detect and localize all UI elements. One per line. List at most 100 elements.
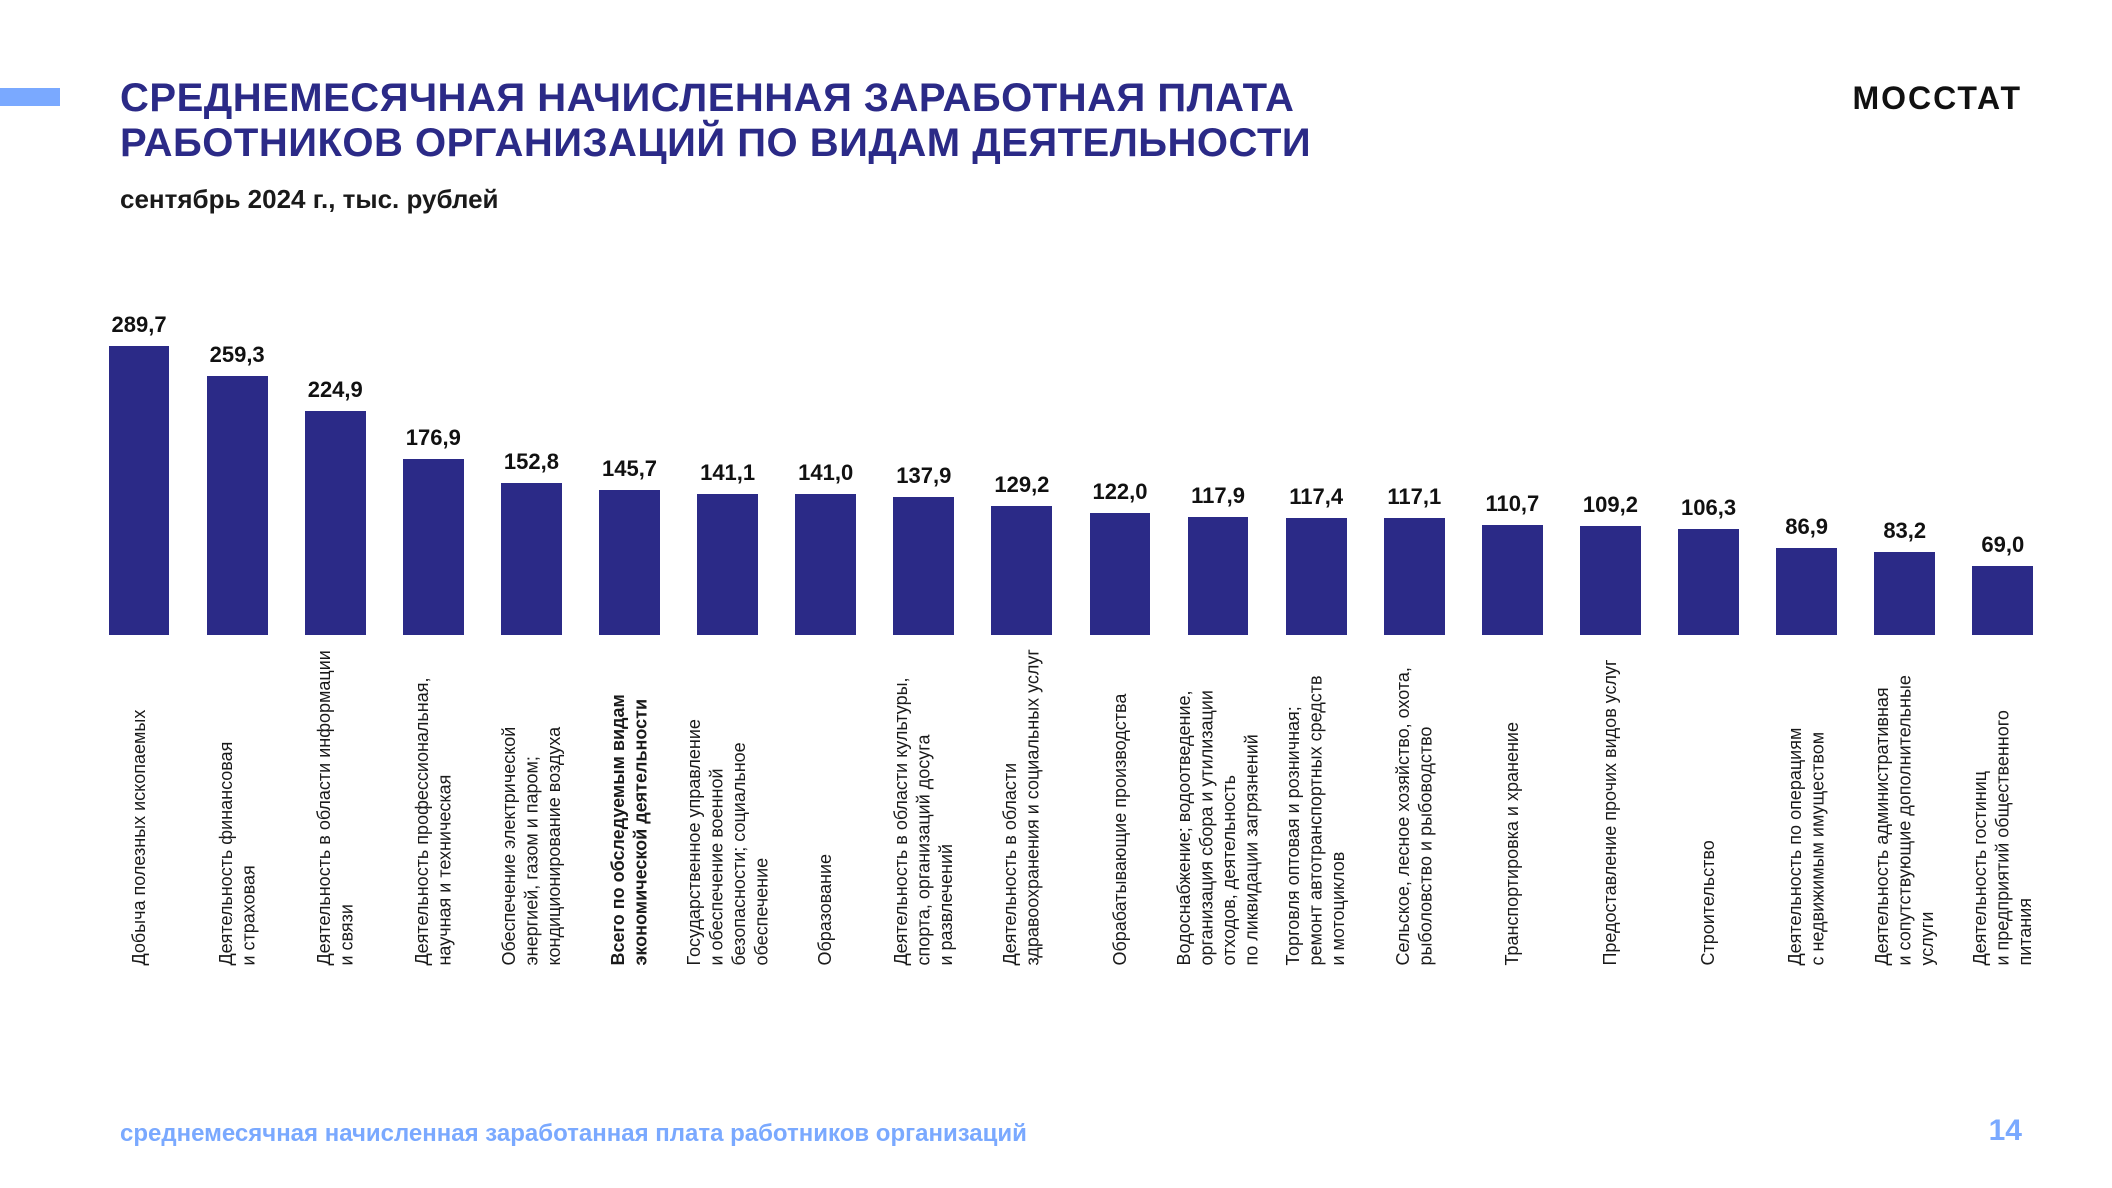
bar-column: 109,2 <box>1561 492 1659 635</box>
label-column: Деятельность финансовая и страховая <box>188 649 286 966</box>
bar-column: 137,9 <box>875 463 973 635</box>
slide: СРЕДНЕМЕСЯЧНАЯ НАЧИСЛЕННАЯ ЗАРАБОТНАЯ ПЛ… <box>0 0 2112 1188</box>
label-column: Всего по обследуемым видам экономической… <box>580 649 678 966</box>
bar <box>1482 525 1543 635</box>
bar <box>501 483 562 635</box>
bar-column: 152,8 <box>482 449 580 635</box>
label-column: Обеспечение электрической энергией, газо… <box>482 649 580 966</box>
bar-value-label: 117,4 <box>1289 484 1343 510</box>
bar-chart: 289,7 259,3 224,9 176,9 152,8 145,7 141,1 141,0… <box>90 310 2052 1100</box>
title-line-2: РАБОТНИКОВ ОРГАНИЗАЦИЙ ПО ВИДАМ ДЕЯТЕЛЬН… <box>120 121 1311 166</box>
bar <box>795 494 856 635</box>
label-column: Государственное управление и обеспечение… <box>679 649 777 966</box>
bar-column: 106,3 <box>1660 495 1758 635</box>
footer-text: среднемесячная начисленная заработанная … <box>120 1120 1027 1148</box>
bar-column: 110,7 <box>1463 491 1561 635</box>
bar-value-label: 141,1 <box>700 460 755 486</box>
category-label: Предоставление прочих видов услуг <box>1599 649 1622 966</box>
bar-value-label: 137,9 <box>896 463 951 489</box>
bar-value-label: 117,9 <box>1191 483 1245 509</box>
category-label: Государственное управление и обеспечение… <box>683 649 773 966</box>
page-subtitle: сентябрь 2024 г., тыс. рублей <box>120 184 499 215</box>
bar <box>1678 529 1739 635</box>
category-label: Деятельность гостиниц и предприятий обще… <box>1969 649 2037 966</box>
category-label: Водоснабжение; водоотведение, организаци… <box>1173 649 1263 966</box>
bar-value-label: 109,2 <box>1583 492 1638 518</box>
bar-column: 117,1 <box>1365 484 1463 635</box>
bar <box>991 506 1052 635</box>
bar-column: 83,2 <box>1856 518 1954 635</box>
logo-text: МОССТАТ <box>1852 80 2022 117</box>
label-column: Деятельность административная и сопутств… <box>1856 649 1954 966</box>
bar <box>1090 513 1151 635</box>
bar <box>1384 518 1445 635</box>
bar-column: 176,9 <box>384 425 482 635</box>
label-column: Предоставление прочих видов услуг <box>1561 649 1659 966</box>
category-label: Обрабатывающие производства <box>1109 649 1132 966</box>
bar-column: 69,0 <box>1954 532 2052 635</box>
label-column: Обрабатывающие производства <box>1071 649 1169 966</box>
labels-row: Добыча полезных ископаемых Деятельность ф… <box>90 649 2052 966</box>
bar <box>1874 552 1935 635</box>
bar-value-label: 129,2 <box>994 472 1049 498</box>
label-column: Образование <box>777 649 875 966</box>
bar <box>1776 548 1837 635</box>
bar-value-label: 176,9 <box>406 425 461 451</box>
bar <box>1286 518 1347 635</box>
bar-column: 129,2 <box>973 472 1071 635</box>
category-label: Обеспечение электрической энергией, газо… <box>498 649 566 966</box>
bar-value-label: 224,9 <box>308 377 363 403</box>
bar-value-label: 259,3 <box>210 342 265 368</box>
accent-bar <box>0 88 60 106</box>
bar-column: 86,9 <box>1758 514 1856 635</box>
category-label: Деятельность профессиональная, научная и… <box>411 649 456 966</box>
category-label: Строительство <box>1697 649 1720 966</box>
category-label: Торговля оптовая и розничная; ремонт авт… <box>1282 649 1350 966</box>
bar <box>403 459 464 635</box>
label-column: Торговля оптовая и розничная; ремонт авт… <box>1267 649 1365 966</box>
bar-column: 224,9 <box>286 377 384 635</box>
category-label: Деятельность в области культуры, спорта,… <box>890 649 958 966</box>
bar-column: 117,9 <box>1169 483 1267 635</box>
bar-value-label: 69,0 <box>1981 532 2024 558</box>
bar-column: 122,0 <box>1071 479 1169 635</box>
bar <box>599 490 660 635</box>
bar-column: 141,1 <box>679 460 777 635</box>
page-title: СРЕДНЕМЕСЯЧНАЯ НАЧИСЛЕННАЯ ЗАРАБОТНАЯ ПЛ… <box>120 76 1311 166</box>
category-label: Деятельность в области информации и связ… <box>313 649 358 966</box>
category-label: Транспортировка и хранение <box>1501 649 1524 966</box>
bar-column: 141,0 <box>777 460 875 635</box>
bar-value-label: 141,0 <box>798 460 853 486</box>
bar <box>1188 517 1249 635</box>
bar <box>1580 526 1641 635</box>
label-column: Строительство <box>1660 649 1758 966</box>
bar-value-label: 122,0 <box>1092 479 1147 505</box>
bar-column: 117,4 <box>1267 484 1365 635</box>
label-column: Деятельность профессиональная, научная и… <box>384 649 482 966</box>
category-label: Деятельность административная и сопутств… <box>1871 649 1939 966</box>
category-label: Сельское, лесное хозяйство, охота, рыбол… <box>1392 649 1437 966</box>
bar-value-label: 106,3 <box>1681 495 1736 521</box>
title-line-1: СРЕДНЕМЕСЯЧНАЯ НАЧИСЛЕННАЯ ЗАРАБОТНАЯ ПЛ… <box>120 76 1311 121</box>
category-label: Добыча полезных ископаемых <box>128 649 151 966</box>
bar <box>1972 566 2033 635</box>
bar <box>207 376 268 635</box>
label-column: Водоснабжение; водоотведение, организаци… <box>1169 649 1267 966</box>
bar-column: 259,3 <box>188 342 286 635</box>
page-number: 14 <box>1989 1114 2022 1148</box>
bar-value-label: 152,8 <box>504 449 559 475</box>
label-column: Деятельность в области информации и связ… <box>286 649 384 966</box>
bar <box>305 411 366 635</box>
label-column: Сельское, лесное хозяйство, охота, рыбол… <box>1365 649 1463 966</box>
bar <box>109 346 170 635</box>
bar-column: 145,7 <box>580 456 678 635</box>
bar-column: 289,7 <box>90 312 188 635</box>
label-column: Деятельность гостиниц и предприятий обще… <box>1954 649 2052 966</box>
bar-value-label: 110,7 <box>1485 491 1539 517</box>
bar-value-label: 86,9 <box>1785 514 1828 540</box>
label-column: Добыча полезных ископаемых <box>90 649 188 966</box>
category-label: Деятельность в области здравоохранения и… <box>999 649 1044 966</box>
label-column: Транспортировка и хранение <box>1463 649 1561 966</box>
label-column: Деятельность по операциям с недвижимым и… <box>1758 649 1856 966</box>
bar <box>893 497 954 635</box>
